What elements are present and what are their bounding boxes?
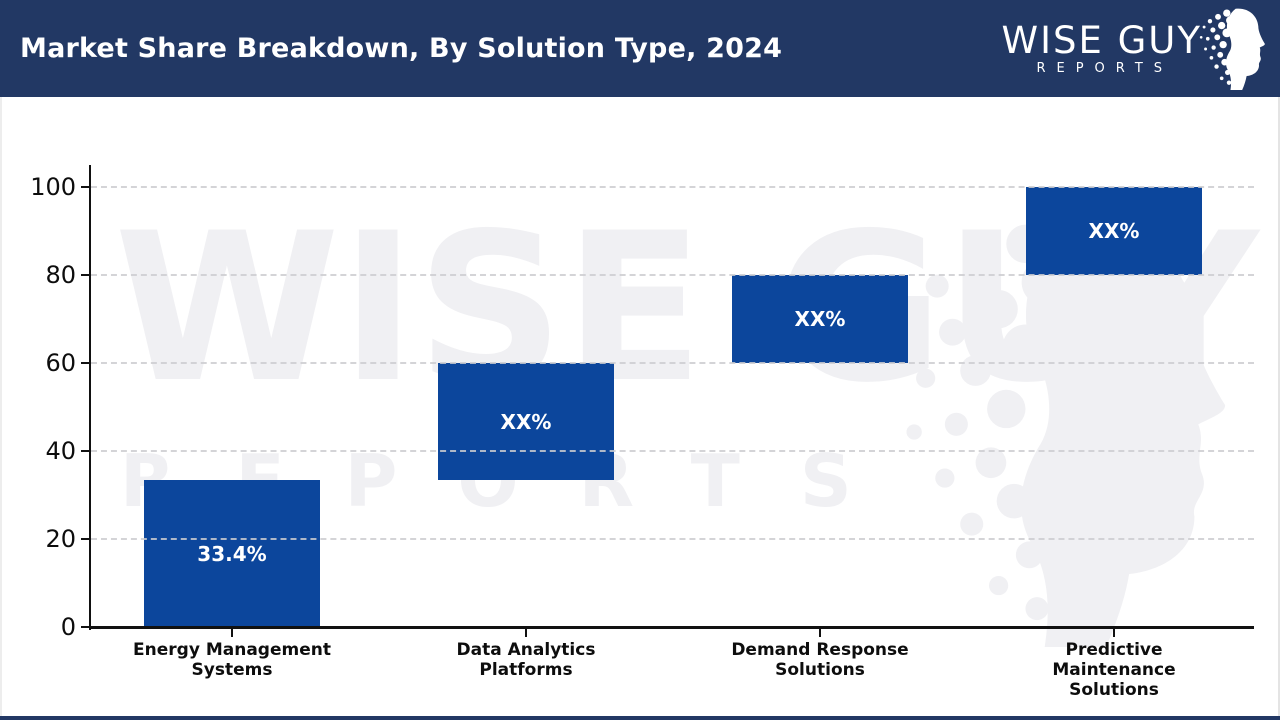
footer-bar	[0, 716, 1280, 720]
chart-area: WISE GUY REPORTS 33.4% XX% XX% XX% 0 20 40 60 80…	[0, 97, 1280, 717]
header: Market Share Breakdown, By Solution Type…	[0, 0, 1280, 97]
gridline-20	[91, 538, 1254, 540]
gridline-80	[91, 274, 1254, 276]
category-label-line: Maintenance	[1052, 660, 1176, 680]
bar-value-label: XX%	[1088, 219, 1140, 243]
category-label-line: Demand Response	[731, 640, 909, 660]
gridline-100	[91, 186, 1254, 188]
y-tick-100	[81, 186, 90, 188]
y-tick-label-40: 40	[45, 437, 76, 465]
y-tick-label-100: 100	[30, 173, 76, 201]
category-label-line: Systems	[191, 660, 273, 680]
bar-value-label: 33.4%	[197, 541, 267, 566]
y-tick-label-20: 20	[45, 525, 76, 553]
y-tick-label-0: 0	[60, 613, 76, 641]
y-tick-label-60: 60	[45, 349, 76, 377]
brand-subtitle: REPORTS	[1036, 61, 1174, 76]
y-tick-label-80: 80	[45, 261, 76, 289]
y-tick-0	[81, 626, 90, 628]
y-tick-20	[81, 538, 90, 540]
x-axis-line	[89, 626, 1254, 629]
brand-logo: WISE GUY REPORTS	[1002, 8, 1266, 90]
brand-name: WISE GUY	[1001, 19, 1202, 62]
x-tick-data-analytics-platforms	[525, 629, 527, 637]
category-label-line: Solutions	[1069, 680, 1159, 700]
category-label-line: Solutions	[775, 660, 865, 680]
y-tick-80	[81, 274, 90, 276]
category-label-demand-response-solutions: Demand Response Solutions	[731, 640, 908, 680]
y-tick-60	[81, 362, 90, 364]
bar-data-analytics-platforms: XX%	[438, 363, 614, 481]
brand-wordmark: WISE GUY REPORTS	[1002, 22, 1202, 75]
bar-predictive-maintenance-solutions: XX%	[1026, 187, 1202, 275]
x-tick-energy-management-systems	[231, 629, 233, 637]
category-label-line: Energy Management	[133, 640, 331, 660]
y-axis-line	[89, 165, 91, 630]
bar-value-label: XX%	[794, 307, 846, 331]
category-label-line: Predictive	[1065, 640, 1163, 660]
bar-value-label: XX%	[500, 409, 552, 434]
page-title: Market Share Breakdown, By Solution Type…	[20, 33, 783, 64]
category-label-data-analytics-platforms: Data Analytics Platforms	[457, 640, 596, 680]
x-tick-demand-response-solutions	[819, 629, 821, 637]
brand-head-icon	[1199, 8, 1265, 90]
bar-energy-management-systems: 33.4%	[144, 480, 320, 627]
bar-demand-response-solutions: XX%	[732, 275, 908, 363]
category-label-energy-management-systems: Energy Management Systems	[133, 640, 331, 680]
y-tick-40	[81, 450, 90, 452]
category-label-line: Platforms	[479, 660, 573, 680]
x-tick-predictive-maintenance-solutions	[1113, 629, 1115, 637]
category-label-predictive-maintenance-solutions: Predictive Maintenance Solutions	[1052, 640, 1175, 700]
gridline-40	[91, 450, 1254, 452]
category-label-line: Data Analytics	[456, 640, 596, 660]
gridline-60	[91, 362, 1254, 364]
